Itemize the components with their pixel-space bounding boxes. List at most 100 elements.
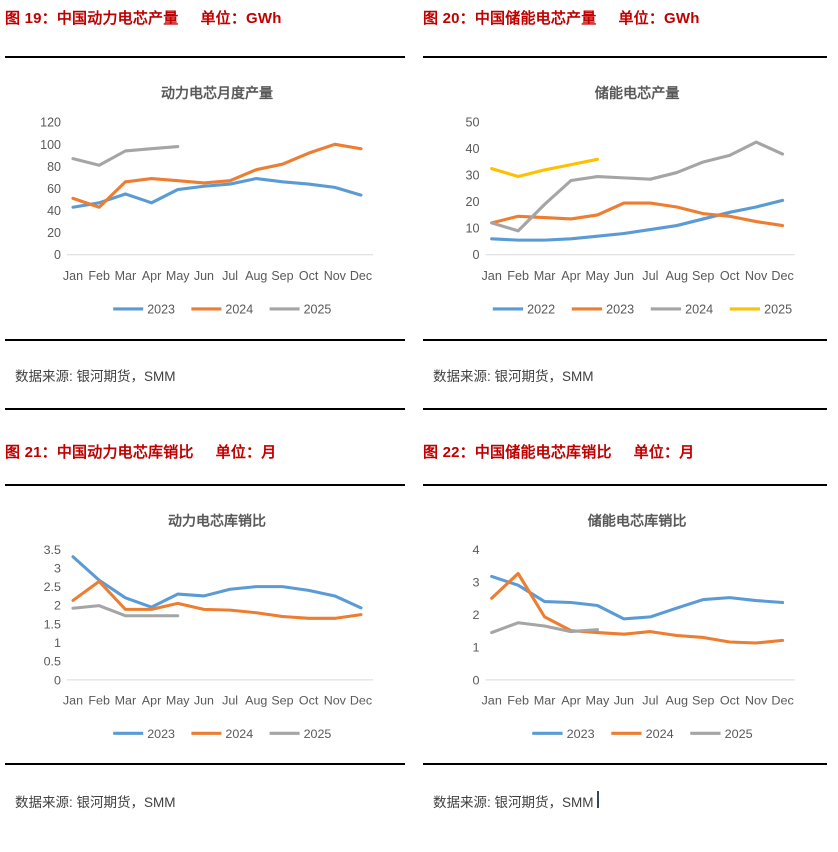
x-axis-tick: Aug [666,269,688,283]
line-chart: 动力电芯月度产量 0 20 40 60 80 100 120 Jan Feb Mar Apr May Ju… [40,85,373,316]
legend-label: 2022 [527,302,555,316]
x-axis-tick: Jul [642,269,658,283]
x-axis-tick: Dec [350,269,372,283]
power-cell-production-chart: 动力电芯月度产量 0 20 40 60 80 100 120 Jan Feb Mar Apr May Ju… [5,58,405,341]
chart-title: 动力电芯月度产量 [161,85,273,101]
legend-item-2024: 2024 [191,302,253,316]
data-source-note: 数据来源: 银河期货，SMM [423,341,827,410]
y-axis-tick: 40 [47,204,61,218]
figure-caption-text: 图 19：中国动力电芯产量 [5,10,179,27]
figure-21-panel: 图 21：中国动力电芯库销比 单位：月 动力电芯库销比 0 0.5 1 1.5 2 2.5 3… [5,438,405,852]
text-cursor [596,791,599,808]
legend-item-2025: 2025 [269,302,332,316]
legend-item-2022: 2022 [492,302,555,316]
figure-caption-text: 图 20：中国储能电芯产量 [423,10,597,27]
figure-20-panel: 图 20：中国储能电芯产量 单位：GWh 储能电芯产量 0 10 20 30 40 50 Ja… [423,0,827,410]
x-axis-tick: Jul [222,694,238,708]
line-chart: 储能电芯产量 0 10 20 30 40 50 Jan Feb Mar Apr May Jun Jul Au… [466,85,795,316]
series-line-2025 [71,144,180,167]
legend-label: 2025 [725,727,753,741]
legend-label: 2023 [606,302,634,316]
y-axis-tick: 3.5 [44,543,61,557]
y-axis-tick: 0.5 [44,655,61,669]
x-axis-tick: Apr [561,269,581,283]
y-axis-tick: 4 [473,543,480,557]
legend-label: 2024 [225,727,253,741]
data-source-note: 数据来源: 银河期货，SMM [15,795,176,810]
legend-item-2025: 2025 [690,727,753,741]
legend-label: 2023 [147,302,175,316]
y-axis-tick: 2 [54,599,61,613]
x-axis-tick: Dec [771,269,793,283]
y-axis-tick: 1 [54,636,61,650]
legend-item-2024: 2024 [650,302,713,316]
x-axis-tick: Jan [63,694,83,708]
y-axis-tick: 0 [54,673,61,687]
x-axis-tick: Jan [482,269,502,283]
legend-label: 2025 [304,302,332,316]
chart-title: 动力电芯库销比 [168,513,266,529]
x-axis-tick: Sep [692,269,714,283]
series-line-2025 [71,604,180,618]
x-axis-tick: Sep [271,269,293,283]
figure-19-panel: 图 19：中国动力电芯产量 单位：GWh 动力电芯月度产量 0 20 40 60 80 10… [5,0,405,410]
line-chart: 储能电芯库销比 0 1 2 3 4 Jan Feb Mar Apr May Jun Jul Aug Sep O… [473,513,795,741]
chart-title: 储能电芯库销比 [587,513,687,529]
x-axis-tick: Mar [115,694,137,708]
x-axis-tick: May [586,694,611,708]
y-axis-tick: 20 [47,226,61,240]
legend-label: 2023 [567,727,595,741]
x-axis-tick: Oct [299,694,319,708]
x-axis-tick: May [166,269,190,283]
storage-cell-production-chart: 储能电芯产量 0 10 20 30 40 50 Jan Feb Mar Apr May Jun Jul Au… [423,58,827,341]
x-axis-tick: Nov [745,269,768,283]
y-axis-tick: 10 [466,222,480,236]
x-axis-tick: Aug [666,694,688,708]
x-axis-tick: Jul [222,269,238,283]
series-line-2022 [490,198,785,242]
x-axis-tick: Jan [63,269,83,283]
x-axis-tick: Jun [194,694,214,708]
series-line-2024 [71,579,363,620]
series-line-2025 [490,621,600,635]
x-axis-tick: Jun [614,694,634,708]
y-axis-tick: 0 [473,248,480,262]
figure-caption-text: 图 21：中国动力电芯库销比 [5,444,194,461]
y-axis-tick: 1 [473,641,480,655]
figure-unit-label: 单位：GWh [200,10,282,27]
series-line-2023 [490,201,785,228]
figure-22-panel: 图 22：中国储能电芯库销比 单位：月 储能电芯库销比 0 1 2 3 4 Jan Feb Ma… [423,438,827,852]
x-axis-tick: Feb [507,269,529,283]
series-line-2025 [490,157,600,179]
line-chart: 动力电芯库销比 0 0.5 1 1.5 2 2.5 3 3.5 Jan Feb Mar Apr May Ju… [44,513,373,741]
data-source-note: 数据来源: 银河期货，SMM [423,765,827,852]
y-axis-tick: 40 [466,142,480,156]
figure-19-caption: 图 19：中国动力电芯产量 单位：GWh [5,0,405,58]
y-axis-tick: 0 [473,673,480,687]
legend-label: 2025 [304,727,332,741]
x-axis-tick: Jun [194,269,214,283]
figure-22-caption: 图 22：中国储能电芯库销比 单位：月 [423,438,827,486]
legend-item-2025: 2025 [269,727,332,741]
y-axis-tick: 60 [47,182,61,196]
y-axis-tick: 3 [54,561,61,575]
figure-20-caption: 图 20：中国储能电芯产量 单位：GWh [423,0,827,58]
x-axis-tick: Sep [271,694,293,708]
x-axis-tick: Jun [614,269,634,283]
x-axis-tick: May [166,694,190,708]
y-axis-tick: 1.5 [44,617,61,631]
storage-cell-inventory-ratio-chart: 储能电芯库销比 0 1 2 3 4 Jan Feb Mar Apr May Jun Jul Aug Sep O… [423,486,827,765]
figure-grid: 图 19：中国动力电芯产量 单位：GWh 动力电芯月度产量 0 20 40 60 80 10… [5,0,827,852]
legend-label: 2024 [685,302,713,316]
legend-label: 2023 [147,727,175,741]
legend-label: 2024 [225,302,253,316]
x-axis-tick: Oct [720,694,740,708]
y-axis-tick: 3 [473,576,480,590]
series-line-2023 [490,574,785,621]
x-axis-tick: Nov [324,694,347,708]
y-axis-tick: 100 [40,138,61,152]
x-axis-tick: Feb [88,694,110,708]
legend-label: 2024 [646,727,674,741]
chart-title: 储能电芯产量 [594,85,680,101]
x-axis-tick: Feb [507,694,529,708]
